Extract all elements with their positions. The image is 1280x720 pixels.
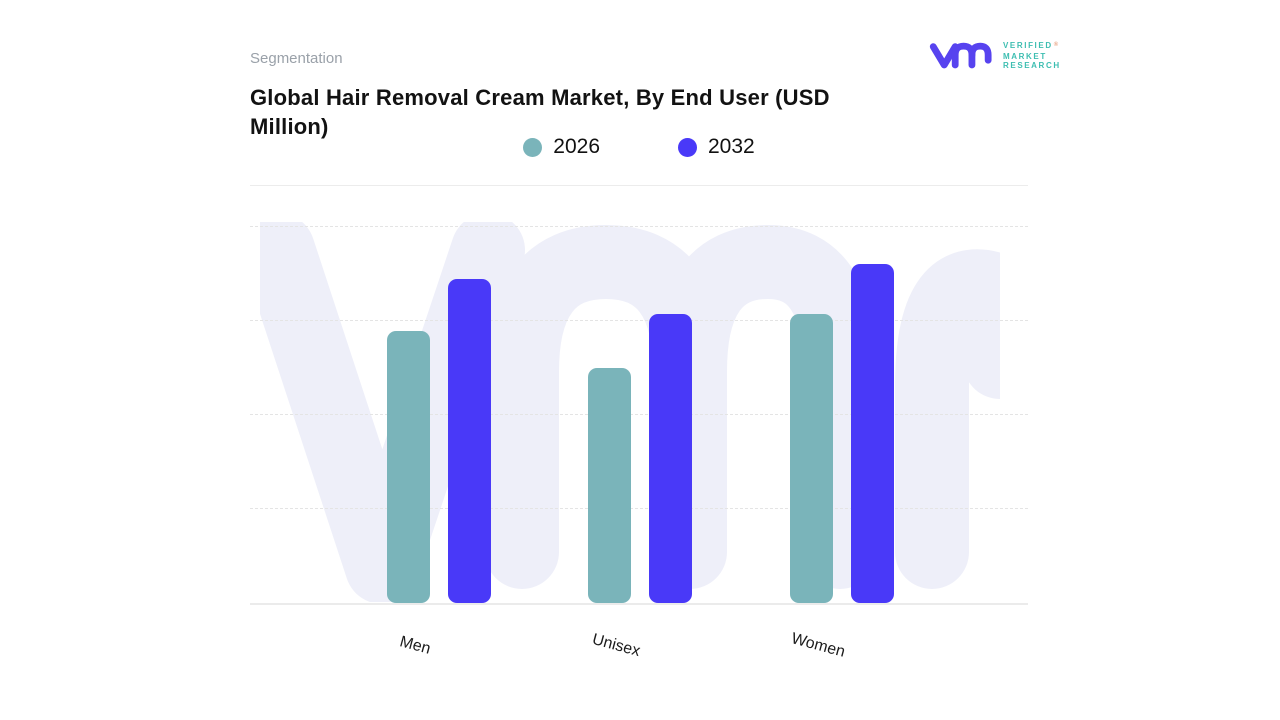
- chart-title: Global Hair Removal Cream Market, By End…: [250, 85, 830, 139]
- brand-line-2: MARKET: [1003, 51, 1047, 61]
- legend-label-2032: 2032: [708, 135, 755, 158]
- legend-swatch-2026: [523, 137, 543, 157]
- bar-2026-women[interactable]: [789, 313, 833, 603]
- legend-swatch-2032: [678, 137, 697, 157]
- brand-line-3: RESEARCH: [1003, 60, 1061, 70]
- gridline: [250, 508, 1028, 509]
- bar-2032-women[interactable]: [850, 263, 894, 603]
- gridline: [250, 414, 1028, 415]
- gridline: [250, 320, 1028, 321]
- legend-item-2032[interactable]: 2032: [678, 135, 755, 159]
- bar-2032-unisex[interactable]: [649, 314, 692, 603]
- legend-item-2026[interactable]: 2026: [523, 135, 600, 159]
- gridline: [250, 226, 1028, 227]
- x-axis-label-women: Women: [788, 630, 847, 661]
- header-divider: [250, 185, 1028, 186]
- x-axis-label-men: Men: [397, 633, 432, 658]
- legend-label-2026: 2026: [553, 135, 600, 158]
- bar-2026-men[interactable]: [386, 331, 430, 603]
- brand-wordmark: VERIFIED® MARKET RESEARCH: [1003, 41, 1061, 70]
- bar-2032-men[interactable]: [447, 278, 491, 603]
- brand-line-1: VERIFIED®: [1003, 40, 1060, 50]
- registered-trademark: ®: [1053, 41, 1060, 48]
- vmr-logo-icon: [929, 42, 992, 69]
- x-axis-label-unisex: Unisex: [590, 630, 642, 661]
- plot-area: Men Unisex Women: [250, 186, 1028, 661]
- brand-logo: VERIFIED® MARKET RESEARCH: [928, 38, 1061, 72]
- chart-legend: 2026 2032: [250, 135, 1028, 159]
- section-label: Segmentation: [250, 50, 343, 67]
- bar-2026-unisex[interactable]: [588, 368, 631, 603]
